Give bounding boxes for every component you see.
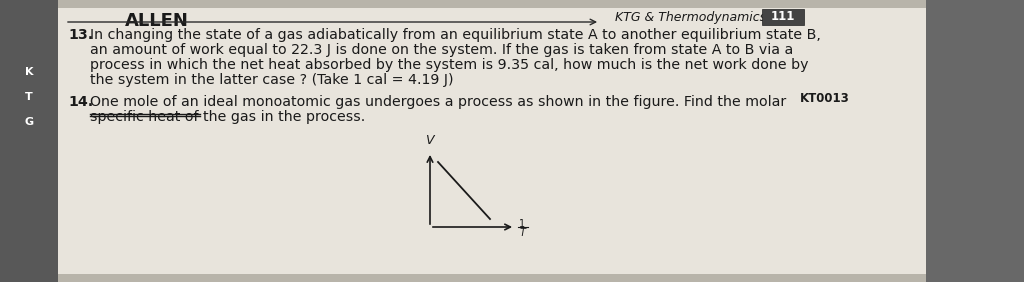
Text: V: V — [425, 134, 433, 147]
Text: 14.: 14. — [68, 95, 93, 109]
Text: the system in the latter case ? (Take 1 cal = 4.19 J): the system in the latter case ? (Take 1 … — [90, 73, 454, 87]
Bar — [0, 0, 58, 282]
Text: In changing the state of a gas adiabatically from an equilibrium state A to anot: In changing the state of a gas adiabatic… — [90, 28, 821, 42]
Text: ALLEN: ALLEN — [125, 12, 188, 30]
Text: T: T — [520, 228, 526, 238]
Text: KTG & Thermodynamics: KTG & Thermodynamics — [615, 11, 766, 24]
Text: 13.: 13. — [68, 28, 93, 42]
Text: specific heat of the gas in the process.: specific heat of the gas in the process. — [90, 110, 366, 124]
Text: KT0013: KT0013 — [800, 92, 850, 105]
Text: G: G — [25, 117, 34, 127]
Text: T: T — [26, 92, 33, 102]
Bar — [58, 8, 926, 274]
Bar — [926, 0, 1024, 282]
Text: K: K — [25, 67, 33, 77]
Text: an amount of work equal to 22.3 J is done on the system. If the gas is taken fro: an amount of work equal to 22.3 J is don… — [90, 43, 794, 57]
Text: process in which the net heat absorbed by the system is 9.35 cal, how much is th: process in which the net heat absorbed b… — [90, 58, 809, 72]
Text: One mole of an ideal monoatomic gas undergoes a process as shown in the figure. : One mole of an ideal monoatomic gas unde… — [90, 95, 786, 109]
Text: 111: 111 — [771, 10, 796, 23]
Text: 1: 1 — [519, 219, 525, 229]
Bar — [762, 9, 804, 25]
